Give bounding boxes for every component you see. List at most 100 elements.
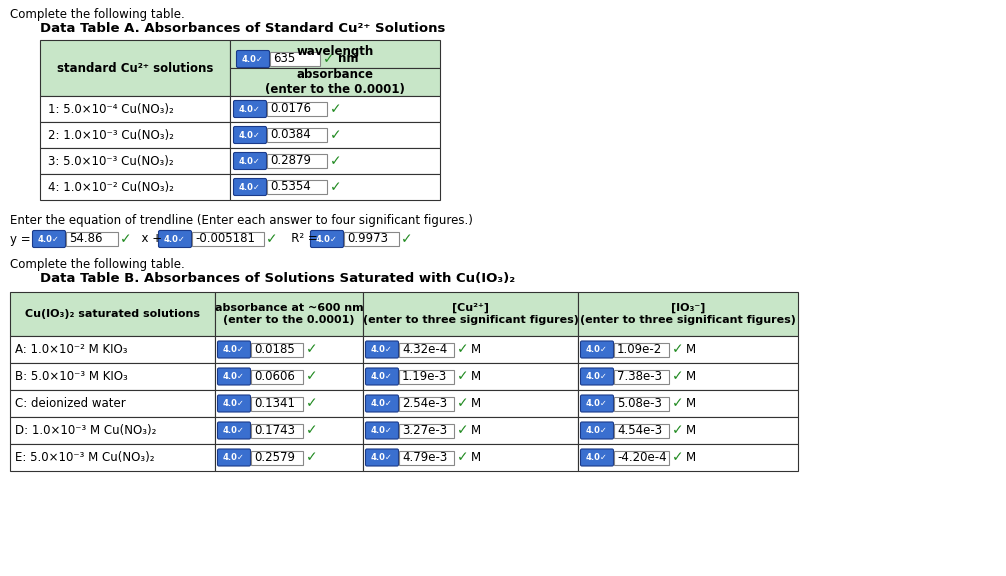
Bar [40, 122, 230, 148]
FancyBboxPatch shape [217, 395, 250, 412]
Text: 7.38e-3: 7.38e-3 [617, 370, 662, 383]
FancyBboxPatch shape [159, 230, 191, 248]
Bar [252, 343, 303, 357]
FancyBboxPatch shape [217, 341, 250, 358]
Text: 4.79e-3: 4.79e-3 [402, 451, 448, 464]
Text: 4.0✓: 4.0✓ [586, 426, 608, 435]
Text: 4.0✓: 4.0✓ [371, 399, 393, 408]
FancyBboxPatch shape [233, 153, 267, 169]
Text: 4.0✓: 4.0✓ [239, 131, 261, 139]
Text: ✓: ✓ [457, 450, 469, 464]
Text: ✓: ✓ [672, 396, 684, 411]
Text: 635: 635 [273, 52, 295, 66]
Text: ✓: ✓ [330, 128, 342, 142]
Text: absorbance at ~600 nm
(enter to the 0.0001): absorbance at ~600 nm (enter to the 0.00… [214, 303, 363, 325]
FancyBboxPatch shape [217, 368, 250, 385]
Text: 4.0✓: 4.0✓ [239, 183, 261, 191]
Text: 1: 5.0×10⁻⁴ Cu(NO₃)₂: 1: 5.0×10⁻⁴ Cu(NO₃)₂ [48, 103, 174, 116]
Bar [267, 154, 327, 168]
Text: 4.54e-3: 4.54e-3 [617, 424, 662, 437]
Text: ✓: ✓ [306, 423, 318, 438]
Text: ✓: ✓ [457, 423, 469, 438]
Text: 4.0✓: 4.0✓ [223, 372, 244, 381]
Bar [267, 180, 327, 194]
FancyBboxPatch shape [580, 368, 614, 385]
Bar [215, 336, 363, 363]
Bar [10, 444, 215, 471]
Text: M: M [471, 370, 481, 383]
Text: ✓: ✓ [306, 343, 318, 357]
Text: 2: 1.0×10⁻³ Cu(NO₃)₂: 2: 1.0×10⁻³ Cu(NO₃)₂ [48, 128, 174, 142]
Bar [363, 292, 578, 336]
Text: 0.5354: 0.5354 [270, 180, 311, 194]
Text: ✓: ✓ [457, 369, 469, 384]
Text: Cu(IO₃)₂ saturated solutions: Cu(IO₃)₂ saturated solutions [25, 309, 200, 319]
Bar [230, 122, 440, 148]
Text: 0.0176: 0.0176 [270, 103, 311, 116]
Text: 4.0✓: 4.0✓ [316, 234, 338, 244]
Bar [230, 40, 440, 68]
Text: [Cu²⁺]
(enter to three significant figures): [Cu²⁺] (enter to three significant figur… [362, 303, 578, 325]
Bar [578, 390, 798, 417]
FancyBboxPatch shape [32, 230, 65, 248]
FancyBboxPatch shape [233, 100, 267, 118]
Text: ✓: ✓ [306, 369, 318, 384]
Bar [399, 369, 454, 384]
Text: ✓: ✓ [401, 232, 412, 246]
Text: 4: 1.0×10⁻² Cu(NO₃)₂: 4: 1.0×10⁻² Cu(NO₃)₂ [48, 180, 174, 194]
Text: 4.0✓: 4.0✓ [371, 345, 393, 354]
Text: 1.09e-2: 1.09e-2 [617, 343, 662, 356]
Bar [344, 232, 399, 246]
Bar [399, 396, 454, 411]
FancyBboxPatch shape [365, 395, 398, 412]
Bar [10, 417, 215, 444]
Bar [10, 390, 215, 417]
Bar [40, 40, 230, 96]
Text: Complete the following table.: Complete the following table. [10, 8, 185, 21]
FancyBboxPatch shape [365, 341, 398, 358]
Text: 2.54e-3: 2.54e-3 [402, 397, 447, 410]
Text: x +: x + [134, 233, 166, 245]
Text: 4.0✓: 4.0✓ [586, 453, 608, 462]
Text: Data Table B. Absorbances of Solutions Saturated with Cu(IO₃)₂: Data Table B. Absorbances of Solutions S… [40, 272, 515, 285]
Text: 0.0185: 0.0185 [254, 343, 295, 356]
Text: R² =: R² = [280, 233, 322, 245]
FancyBboxPatch shape [233, 127, 267, 143]
Bar [215, 363, 363, 390]
Text: 54.86: 54.86 [69, 233, 103, 245]
Text: standard Cu²⁺ solutions: standard Cu²⁺ solutions [56, 62, 213, 74]
Text: ✓: ✓ [306, 396, 318, 411]
FancyBboxPatch shape [580, 395, 614, 412]
Text: 0.2579: 0.2579 [254, 451, 295, 464]
Bar [215, 444, 363, 471]
Bar [66, 232, 118, 246]
Bar [40, 174, 230, 200]
Text: 3.27e-3: 3.27e-3 [402, 424, 447, 437]
Text: 4.0✓: 4.0✓ [586, 345, 608, 354]
Text: wavelength: wavelength [297, 45, 373, 58]
Text: 0.1341: 0.1341 [254, 397, 295, 410]
Text: 0.0606: 0.0606 [254, 370, 295, 383]
Text: ✓: ✓ [306, 450, 318, 464]
Bar [614, 423, 669, 438]
Bar [10, 292, 215, 336]
Bar [252, 423, 303, 438]
Bar [215, 292, 363, 336]
FancyBboxPatch shape [217, 422, 250, 439]
Text: [IO₃⁻]
(enter to three significant figures): [IO₃⁻] (enter to three significant figur… [580, 303, 796, 325]
FancyBboxPatch shape [580, 449, 614, 466]
FancyBboxPatch shape [236, 51, 270, 67]
Text: 4.0✓: 4.0✓ [371, 372, 393, 381]
Text: 4.0✓: 4.0✓ [223, 399, 244, 408]
Bar [230, 174, 440, 200]
Text: A: 1.0×10⁻² M KIO₃: A: 1.0×10⁻² M KIO₃ [15, 343, 128, 356]
Bar [614, 396, 669, 411]
Text: -0.005181: -0.005181 [195, 233, 255, 245]
Text: B: 5.0×10⁻³ M KIO₃: B: 5.0×10⁻³ M KIO₃ [15, 370, 128, 383]
Bar [215, 417, 363, 444]
Bar [363, 444, 578, 471]
Bar [270, 52, 320, 66]
Text: 4.32e-4: 4.32e-4 [402, 343, 448, 356]
Text: y =: y = [10, 233, 34, 245]
Text: M: M [471, 424, 481, 437]
